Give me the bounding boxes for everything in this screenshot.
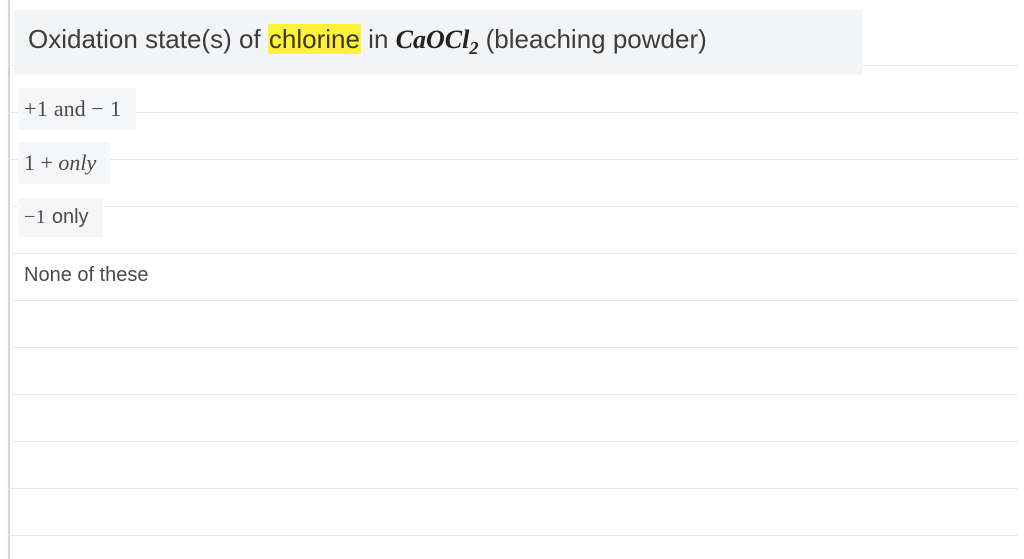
ruled-line <box>8 488 1018 489</box>
lined-paper: Oxidation state(s) of chlorine in CaOCl2… <box>8 0 1018 559</box>
ruled-line <box>8 206 1018 207</box>
ruled-line <box>8 253 1018 254</box>
ruled-line <box>8 347 1018 348</box>
ruled-line <box>8 159 1018 160</box>
option-a-mid: and <box>48 96 91 121</box>
option-a-post: − 1 <box>91 96 121 121</box>
option-c-rest: only <box>46 206 88 228</box>
formula-main: CaOCl <box>396 25 470 54</box>
question-prefix: Oxidation state(s) of <box>28 24 268 54</box>
option-a-pre: +1 <box>24 96 48 121</box>
question-suffix: (bleaching powder) <box>478 24 706 54</box>
ruled-line <box>8 112 1018 113</box>
option-d-text: None of these <box>24 264 149 286</box>
question-text: Oxidation state(s) of chlorine in CaOCl2… <box>14 10 862 75</box>
left-margin-rule <box>8 0 10 559</box>
ruled-line <box>8 300 1018 301</box>
ruled-line <box>8 535 1018 536</box>
ruled-line <box>8 394 1018 395</box>
highlighted-term: chlorine <box>268 24 361 54</box>
option-b[interactable]: 1 + only <box>18 142 110 184</box>
option-c-pre: −1 <box>24 206 46 228</box>
question-mid: in <box>361 24 396 54</box>
option-b-only: only <box>58 150 96 175</box>
option-a[interactable]: +1 and − 1 <box>18 88 136 130</box>
option-b-pre: 1 + <box>24 150 58 175</box>
chemical-formula: CaOCl2 <box>396 25 479 54</box>
option-c[interactable]: −1 only <box>18 198 103 237</box>
ruled-line <box>8 441 1018 442</box>
option-d[interactable]: None of these <box>18 256 163 295</box>
